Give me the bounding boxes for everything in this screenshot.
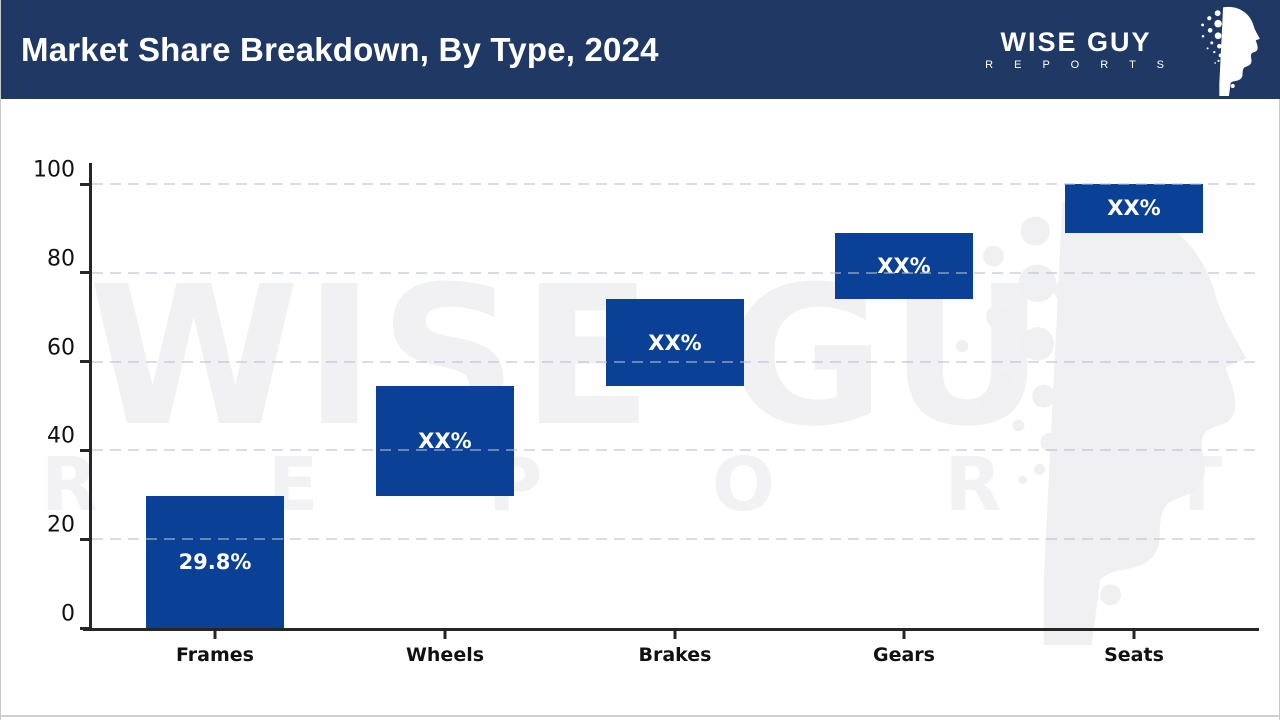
gridline-20 [92, 538, 1259, 541]
logo-text: WISE GUY R E P O R T S [979, 28, 1173, 71]
dotted-head-icon [1201, 6, 1260, 96]
x-tick-mark [1132, 631, 1136, 639]
gridline-80 [92, 271, 1259, 274]
bar-gears: XX% [835, 232, 973, 299]
x-tick-mark [213, 631, 217, 639]
bar-wheels: XX% [376, 386, 514, 496]
x-tick-mark [443, 631, 447, 639]
x-axis-line [83, 628, 1259, 631]
header-bar: Market Share Breakdown, By Type, 2024 WI… [1, 0, 1280, 99]
y-tick-label: 60 [47, 335, 75, 361]
y-tick-mark [80, 537, 89, 541]
y-tick-mark [80, 271, 89, 275]
chart-plot-area: 0 20 40 60 80 100 29.8% Frames XX% Wheels XX% Brake… [33, 158, 1259, 666]
y-tick-mark [80, 182, 89, 186]
bar-value-label: 29.8% [178, 549, 252, 574]
y-tick-mark [80, 448, 89, 452]
bar-seats: XX% [1065, 184, 1203, 233]
y-tick-label: 20 [47, 512, 75, 538]
bar-brakes: XX% [606, 299, 744, 387]
wise-guy-logo: WISE GUY R E P O R T S [979, 4, 1267, 96]
page-title: Market Share Breakdown, By Type, 2024 [21, 30, 659, 68]
x-tick-mark [673, 631, 677, 639]
gridline-40 [92, 449, 1259, 452]
y-tick-label: 100 [33, 157, 75, 183]
x-label-seats: Seats [1104, 644, 1164, 666]
y-tick-label: 0 [61, 601, 75, 627]
y-tick-label: 40 [47, 423, 75, 449]
bar-value-label: XX% [648, 330, 702, 355]
logo-subtitle: R E P O R T S [985, 59, 1173, 71]
y-tick-mark [80, 360, 89, 364]
x-label-wheels: Wheels [405, 644, 485, 666]
bar-value-label: XX% [1107, 196, 1161, 221]
logo-wordmark: WISE GUY [1000, 27, 1152, 57]
y-tick-label: 80 [47, 246, 75, 272]
x-label-frames: Frames [176, 644, 254, 666]
gridline-100 [92, 183, 1259, 185]
bar-value-label: XX% [877, 253, 931, 278]
gridline-60 [92, 360, 1259, 363]
x-label-brakes: Brakes [638, 644, 712, 666]
bar-value-label: XX% [418, 429, 472, 454]
bar-frames: 29.8% [146, 495, 284, 628]
x-tick-mark [902, 631, 906, 639]
x-label-gears: Gears [873, 644, 935, 666]
bottom-border [1, 715, 1279, 717]
